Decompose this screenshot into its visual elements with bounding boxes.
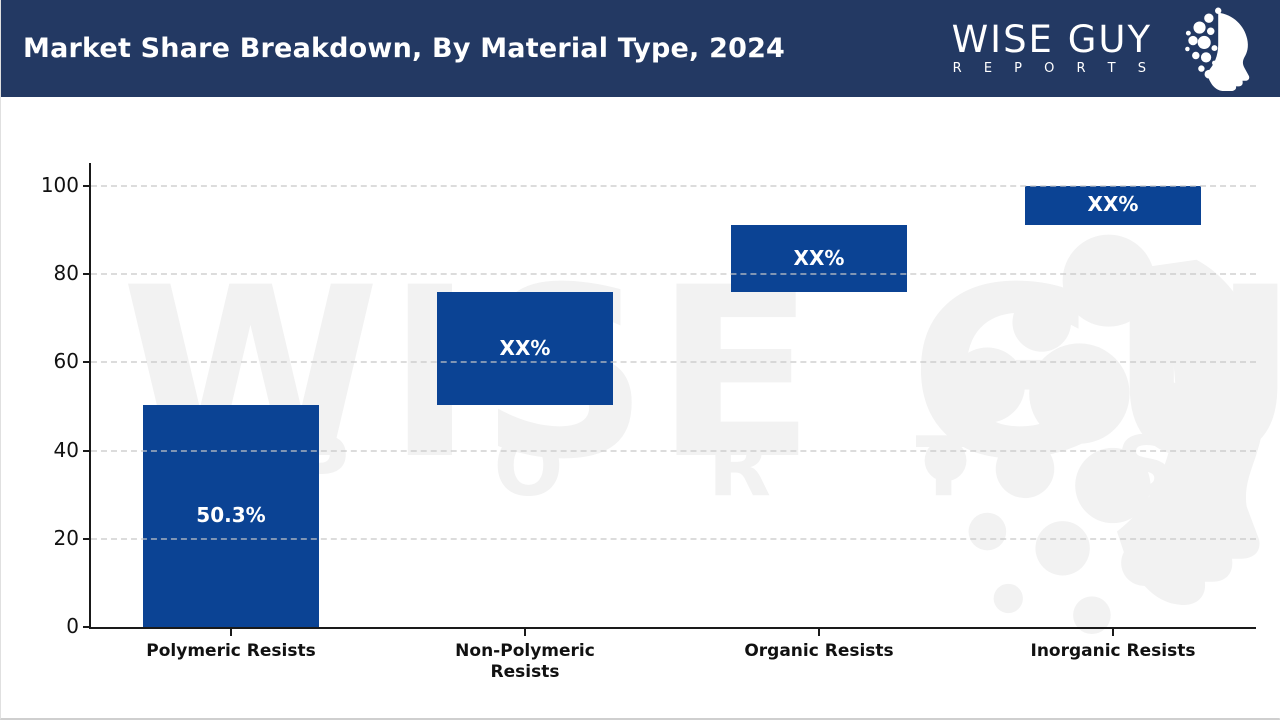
header: Market Share Breakdown, By Material Type…: [1, 0, 1280, 97]
y-tick-80: [83, 273, 90, 276]
brand-name: WISE GUY: [951, 17, 1153, 61]
x-axis: [89, 627, 1256, 629]
gridline-80: [91, 273, 1256, 276]
x-tick-non-polymeric-resists: [524, 629, 526, 636]
head-dots-icon: [1185, 7, 1250, 91]
x-tick-polymeric-resists: [230, 629, 232, 636]
gridline-40: [91, 449, 1256, 452]
plot: 0 20 40 60 80 100 50.3% Polymeric Resists XX% Non…: [1, 97, 1280, 718]
x-tick-inorganic-resists: [1112, 629, 1114, 636]
x-label-inorganic-resists: Inorganic Resists: [1030, 641, 1196, 661]
y-tick-label-60: 60: [53, 349, 79, 374]
gridline-60: [91, 361, 1256, 364]
y-tick-20: [83, 537, 90, 540]
x-label-organic-resists: Organic Resists: [744, 641, 894, 661]
chart-area: WISE GU P O R T S 0 20 40 60 80 100 50.3% Polym…: [1, 97, 1280, 718]
bar-value-organic-resists: XX%: [793, 245, 845, 270]
x-label-non-polymeric-resists: Non-Polymeric Resists: [455, 641, 595, 683]
y-axis: [89, 163, 91, 629]
bar-value-non-polymeric-resists: XX%: [499, 335, 551, 360]
bar-non-polymeric-resists: [437, 292, 613, 406]
x-label-polymeric-resists: Polymeric Resists: [146, 641, 316, 661]
y-tick-label-0: 0: [66, 614, 79, 638]
brand-logo: WISE GUY R E P O R T S: [949, 7, 1280, 91]
y-tick-label-80: 80: [53, 261, 79, 286]
chart-title: Market Share Breakdown, By Material Type…: [23, 33, 786, 64]
bar-value-polymeric-resists: 50.3%: [196, 503, 266, 528]
y-tick-60: [83, 361, 90, 364]
bar-inorganic-resists: [1025, 186, 1201, 225]
bar-organic-resists: [731, 224, 907, 293]
brand-logo-text: WISE GUY R E P O R T S: [949, 17, 1155, 77]
y-tick-100: [83, 185, 90, 187]
y-tick-label-100: 100: [40, 173, 79, 197]
gridline-20: [91, 537, 1256, 540]
gridline-100: [91, 185, 1256, 187]
y-tick-40: [83, 449, 90, 452]
x-tick-organic-resists: [818, 629, 820, 636]
y-tick-label-40: 40: [53, 437, 79, 462]
bar-polymeric-resists: [143, 405, 319, 627]
y-tick-0: [83, 626, 90, 628]
y-tick-label-20: 20: [53, 525, 79, 550]
brand-subtitle: R E P O R T S: [952, 61, 1155, 77]
watermark-head-icon: [924, 234, 1266, 634]
bar-value-inorganic-resists: XX%: [1087, 192, 1139, 217]
